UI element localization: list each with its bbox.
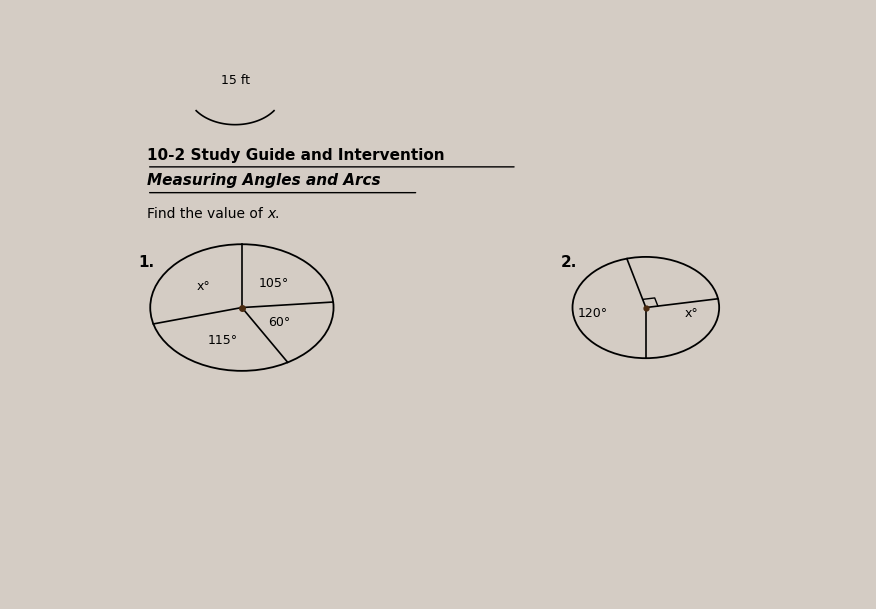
Text: 60°: 60° xyxy=(268,316,290,329)
Text: 1.: 1. xyxy=(138,256,154,270)
Text: 105°: 105° xyxy=(259,277,289,290)
Text: Find the value of: Find the value of xyxy=(147,207,267,220)
Text: 15 ft: 15 ft xyxy=(221,74,250,87)
Text: x°: x° xyxy=(196,280,210,294)
Text: .: . xyxy=(274,207,279,220)
Text: 2.: 2. xyxy=(561,256,577,270)
Text: 10-2 Study Guide and Intervention: 10-2 Study Guide and Intervention xyxy=(147,147,444,163)
Text: x°: x° xyxy=(685,307,699,320)
Text: x: x xyxy=(268,207,276,220)
Text: Measuring Angles and Arcs: Measuring Angles and Arcs xyxy=(147,174,380,188)
Text: 120°: 120° xyxy=(578,307,608,320)
Text: 115°: 115° xyxy=(208,334,238,347)
